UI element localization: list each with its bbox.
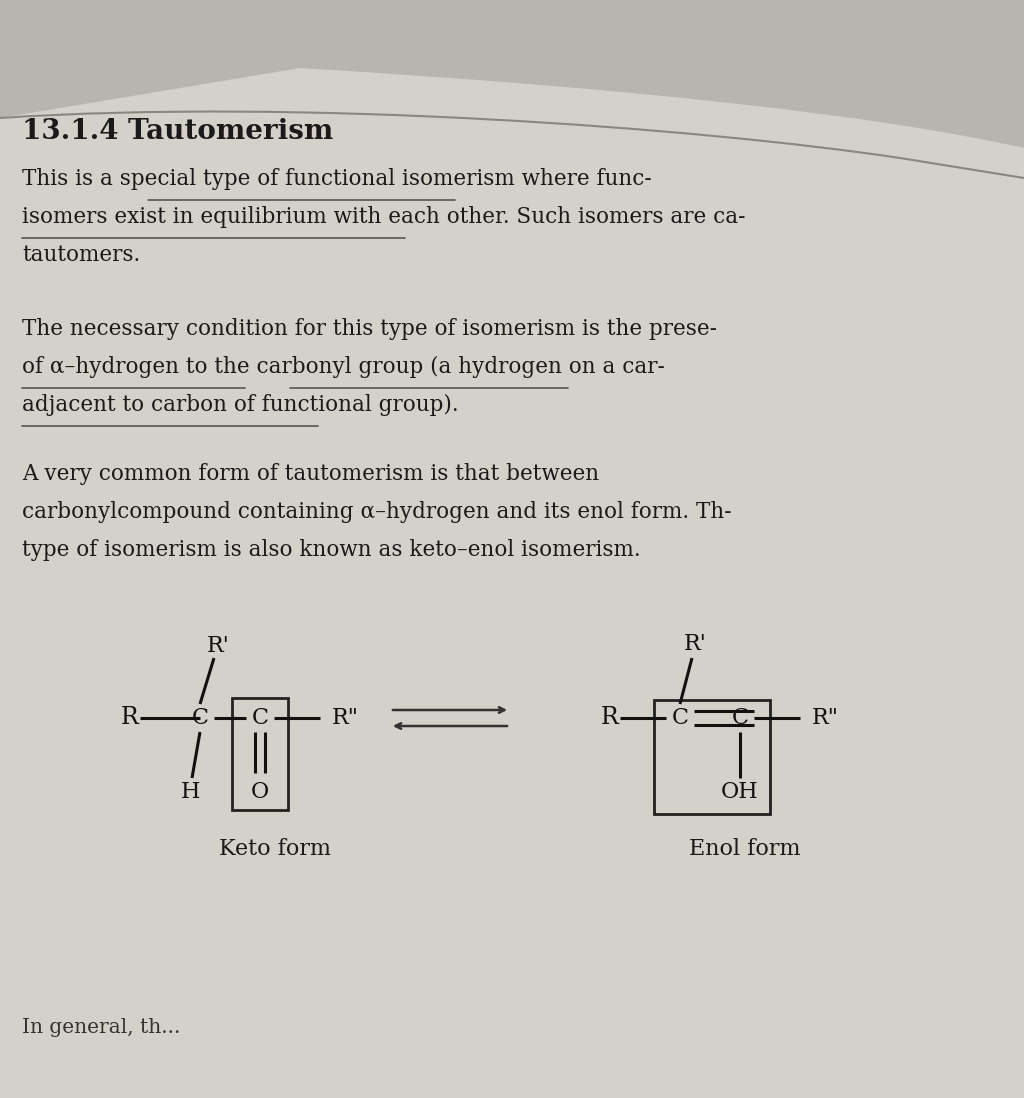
Text: H: H	[180, 781, 200, 803]
Text: R": R"	[812, 707, 839, 729]
Bar	[232, 698, 288, 810]
Text: carbonylcompound containing α–hydrogen and its enol form. Th-: carbonylcompound containing α–hydrogen a…	[22, 501, 731, 523]
PathPatch shape	[0, 0, 1024, 148]
Text: R": R"	[332, 707, 358, 729]
Text: In general, th...: In general, th...	[22, 1018, 180, 1037]
Text: O: O	[251, 781, 269, 803]
Text: C: C	[731, 707, 749, 729]
Text: R: R	[121, 706, 139, 729]
Text: This is a special type of functional isomerism where func-: This is a special type of functional iso…	[22, 168, 651, 190]
Text: R': R'	[684, 634, 707, 656]
Text: A very common form of tautomerism is that between: A very common form of tautomerism is tha…	[22, 463, 599, 485]
Text: tautomers.: tautomers.	[22, 244, 140, 266]
Text: C: C	[672, 707, 688, 729]
Text: R': R'	[207, 635, 229, 657]
Text: C: C	[191, 707, 209, 729]
Text: adjacent to carbon of functional group).: adjacent to carbon of functional group).	[22, 394, 459, 416]
Text: 13.1.4 Tautomerism: 13.1.4 Tautomerism	[22, 117, 333, 145]
Text: OH: OH	[721, 781, 759, 803]
Bar	[654, 701, 770, 814]
Text: R: R	[601, 706, 618, 729]
Text: The necessary condition for this type of isomerism is the prese-: The necessary condition for this type of…	[22, 318, 717, 340]
Text: C: C	[252, 707, 268, 729]
Text: isomers exist in equilibrium with each other. Such isomers are ca-: isomers exist in equilibrium with each o…	[22, 206, 745, 228]
Text: of α–hydrogen to the carbonyl group (a hydrogen on a car-: of α–hydrogen to the carbonyl group (a h…	[22, 356, 665, 378]
Text: type of isomerism is also known as keto–enol isomerism.: type of isomerism is also known as keto–…	[22, 539, 641, 561]
Text: Enol form: Enol form	[689, 838, 801, 860]
Text: Keto form: Keto form	[219, 838, 331, 860]
